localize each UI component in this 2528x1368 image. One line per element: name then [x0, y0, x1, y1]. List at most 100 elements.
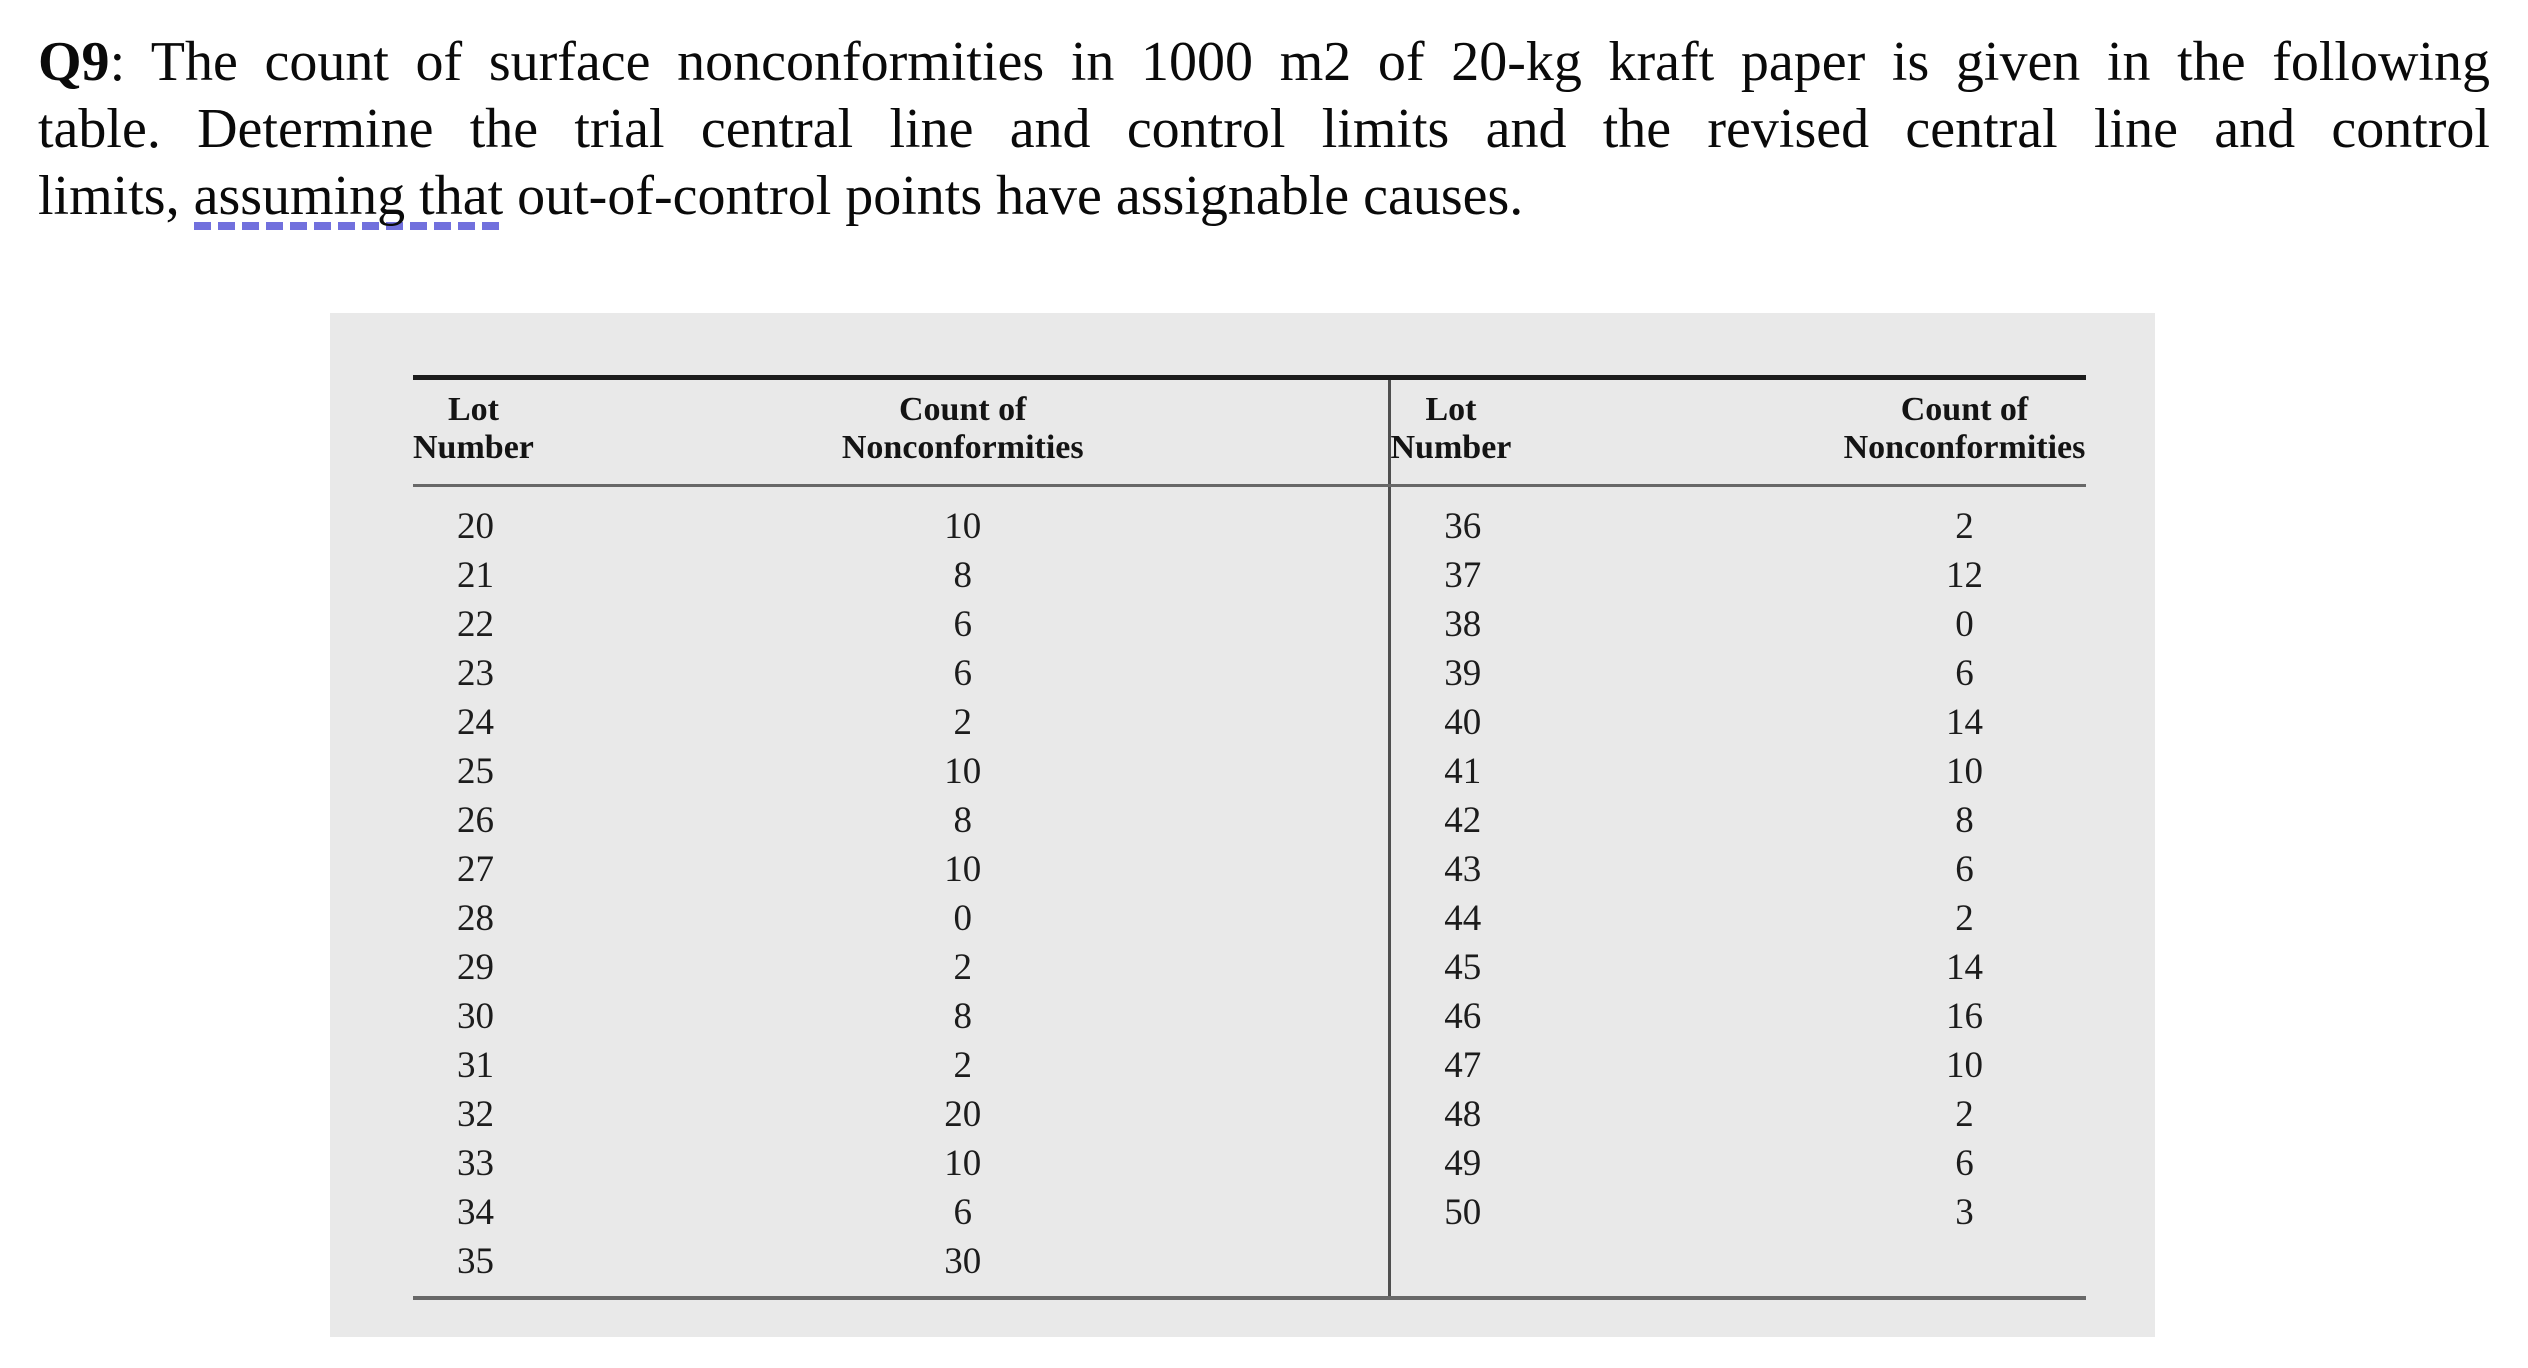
lot-number-cell: 33 — [457, 1143, 494, 1184]
lot-number-cell: 44 — [1387, 894, 1535, 943]
table-row: 22 6 38 0 — [413, 600, 2086, 649]
table-row: 20 10 36 2 — [413, 485, 2086, 551]
count-cell: 0 — [953, 898, 973, 939]
lot-number-cell: 42 — [1387, 796, 1535, 845]
header-lot-line1: Lot — [1425, 391, 1477, 428]
question-line-2-text: table. Determine the trial central line … — [38, 98, 2490, 160]
count-cell: 10 — [944, 849, 982, 890]
table-row: 25 10 41 10 — [413, 747, 2086, 796]
table-row: 35 30 — [413, 1237, 2086, 1298]
question-label: Q9 — [38, 31, 110, 93]
count-cell: 2 — [1955, 898, 1974, 939]
count-cell: 0 — [1955, 604, 1974, 645]
lot-number-cell: 34 — [457, 1192, 494, 1233]
count-cell: 16 — [1946, 996, 1983, 1037]
column-header-lot-number-right: Lot Number — [1387, 377, 1535, 487]
header-row: Lot Number Count of Nonconformities Lot Num… — [413, 377, 2086, 487]
lot-number-cell: 49 — [1387, 1139, 1535, 1188]
count-cell: 10 — [1946, 1045, 1983, 1086]
count-cell: 20 — [944, 1094, 982, 1135]
count-cell: 10 — [944, 506, 982, 547]
table-row: 27 10 43 6 — [413, 845, 2086, 894]
lot-number-cell: 37 — [1387, 551, 1535, 600]
table-row: 31 2 47 10 — [413, 1041, 2086, 1090]
count-cell: 10 — [1946, 751, 1983, 792]
question-text: Q9: The count of surface nonconformities… — [38, 29, 2490, 230]
table-row: 28 0 44 2 — [413, 894, 2086, 943]
lot-number-cell: 21 — [457, 555, 494, 596]
count-cell: 8 — [953, 555, 973, 596]
count-cell: 12 — [1946, 555, 1983, 596]
header-count-line1: Count of — [1900, 391, 2029, 428]
lot-number-cell: 41 — [1387, 747, 1535, 796]
count-cell: 6 — [1955, 849, 1974, 890]
question-line-3-before: limits, — [38, 165, 194, 227]
lot-number-cell: 45 — [1387, 943, 1535, 992]
count-cell: 2 — [1955, 1094, 1974, 1135]
count-cell: 8 — [953, 800, 973, 841]
lot-number-cell: 31 — [457, 1045, 494, 1086]
lot-number-cell: 22 — [457, 604, 494, 645]
count-cell — [1535, 1237, 2086, 1298]
count-cell: 10 — [944, 751, 982, 792]
lot-number-cell: 32 — [457, 1094, 494, 1135]
count-cell: 6 — [1955, 1143, 1974, 1184]
table-row: 29 2 45 14 — [413, 943, 2086, 992]
lot-number-cell: 28 — [457, 898, 494, 939]
lot-number-cell: 24 — [457, 702, 494, 743]
lot-number-cell: 36 — [1387, 485, 1535, 551]
count-cell: 14 — [1946, 947, 1983, 988]
question-line-2: table. Determine the trial central line … — [38, 96, 2490, 163]
table-row: 26 8 42 8 — [413, 796, 2086, 845]
column-header-count-right: Count of Nonconformities — [1535, 377, 2086, 487]
table-row: 21 8 37 12 — [413, 551, 2086, 600]
question-line-3: limits, assuming that out-of-control poi… — [38, 163, 2490, 230]
lot-number-cell: 26 — [457, 800, 494, 841]
table-header: Lot Number Count of Nonconformities Lot Num… — [413, 377, 2086, 487]
count-cell: 14 — [1946, 702, 1983, 743]
lot-number-cell: 20 — [457, 506, 494, 547]
header-count-line1: Count of — [898, 391, 1027, 428]
grammar-underline-phrase: assuming that — [193, 165, 504, 230]
count-cell: 6 — [953, 653, 973, 694]
column-header-count-left: Count of Nonconformities — [538, 377, 1389, 487]
count-cell: 3 — [1955, 1192, 1974, 1233]
lot-number-cell: 38 — [1387, 600, 1535, 649]
lot-number-cell: 48 — [1387, 1090, 1535, 1139]
column-header-lot-number-left: Lot Number — [413, 377, 538, 487]
table-panel: Lot Number Count of Nonconformities Lot Num… — [330, 313, 2155, 1337]
count-cell: 6 — [953, 1192, 973, 1233]
count-cell: 2 — [953, 947, 973, 988]
lot-number-cell: 39 — [1387, 649, 1535, 698]
lot-number-cell: 27 — [457, 849, 494, 890]
lot-number-cell: 47 — [1387, 1041, 1535, 1090]
question-line-1: Q9: The count of surface nonconformities… — [38, 29, 2490, 96]
table-row: 32 20 48 2 — [413, 1090, 2086, 1139]
header-lot-line1: Lot — [447, 391, 499, 428]
nonconformities-table: Lot Number Count of Nonconformities Lot Num… — [413, 375, 2086, 1300]
table-row: 24 2 40 14 — [413, 698, 2086, 747]
lot-number-cell: 50 — [1387, 1188, 1535, 1237]
lot-number-cell: 25 — [457, 751, 494, 792]
count-cell: 2 — [953, 702, 973, 743]
lot-number-cell — [1387, 1237, 1535, 1298]
question-line-1-text: : The count of surface nonconformities i… — [109, 31, 2490, 93]
lot-number-cell: 40 — [1387, 698, 1535, 747]
lot-number-cell: 43 — [1387, 845, 1535, 894]
table-row: 30 8 46 16 — [413, 992, 2086, 1041]
count-cell: 2 — [953, 1045, 973, 1086]
lot-number-cell: 46 — [1387, 992, 1535, 1041]
table-row: 23 6 39 6 — [413, 649, 2086, 698]
lot-number-cell: 30 — [457, 996, 494, 1037]
lot-number-cell: 35 — [457, 1241, 494, 1282]
lot-number-cell: 23 — [457, 653, 494, 694]
count-cell: 8 — [953, 996, 973, 1037]
header-count-line2: Nonconformities — [841, 429, 1084, 466]
table-body: 20 10 36 2 21 8 37 12 22 6 38 0 23 6 39 6 24 2 40 14 25 10 41 1… — [413, 485, 2086, 1298]
header-count-line2: Nonconformities — [1843, 429, 2086, 466]
question-line-3-after: out-of-control points have assignable ca… — [503, 165, 1524, 227]
count-cell: 2 — [1955, 506, 1974, 547]
table-row: 34 6 50 3 — [413, 1188, 2086, 1237]
header-lot-line2: Number — [1390, 429, 1512, 466]
count-cell: 30 — [944, 1241, 982, 1282]
